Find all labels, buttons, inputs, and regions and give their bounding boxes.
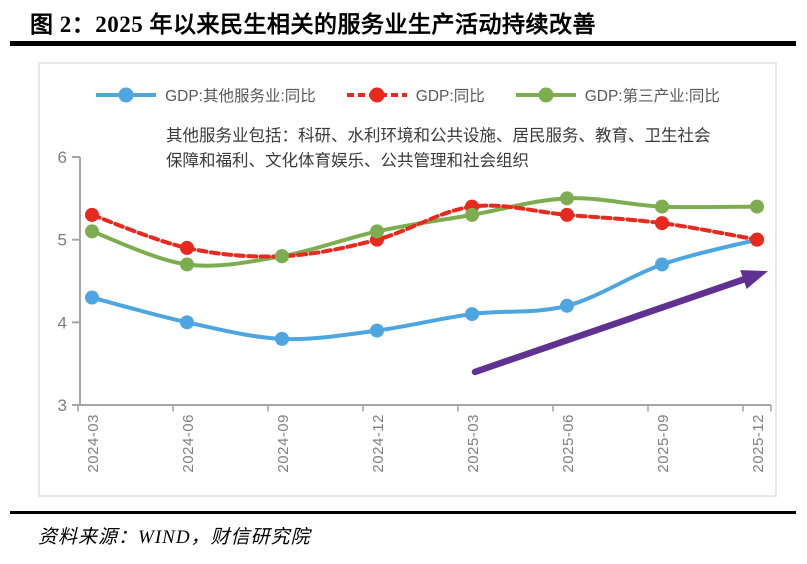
trend-arrow-shaft xyxy=(471,274,751,376)
series-marker-1 xyxy=(750,232,764,247)
legend-label-1: GDP:同比 xyxy=(415,88,485,105)
series-marker-1 xyxy=(655,216,669,231)
x-tick-label: 2025-03 xyxy=(465,414,482,473)
series-marker-2 xyxy=(275,249,289,264)
legend-item-1: GDP:同比 xyxy=(346,84,485,106)
series-marker-0 xyxy=(85,290,99,305)
y-tick-label: 4 xyxy=(58,313,67,332)
series-marker-2 xyxy=(180,257,194,272)
y-tick-label: 3 xyxy=(58,396,67,415)
x-tick-label: 2024-03 xyxy=(85,414,102,473)
legend-marker-icon-1 xyxy=(346,87,407,103)
series-marker-2 xyxy=(465,207,479,222)
y-tick-label: 5 xyxy=(58,231,67,250)
x-tick-label: 2024-09 xyxy=(275,414,292,473)
x-tick-label: 2025-06 xyxy=(560,414,577,473)
legend-item-0: GDP:其他服务业:同比 xyxy=(95,84,316,106)
footer-divider xyxy=(10,511,796,514)
series-marker-1 xyxy=(560,207,574,222)
series-marker-0 xyxy=(655,257,669,272)
x-tick-label: 2024-12 xyxy=(370,414,387,473)
series-marker-2 xyxy=(655,199,669,214)
source-text: 资料来源：WIND，财信研究院 xyxy=(38,527,311,548)
series-marker-1 xyxy=(180,240,194,255)
x-tick-label: 2025-12 xyxy=(750,414,767,473)
legend: GDP:其他服务业:同比 GDP:同比 GDP:第三产业:同比 xyxy=(40,84,775,106)
legend-marker-icon-2 xyxy=(515,87,576,103)
series-marker-2 xyxy=(560,191,574,206)
y-tick-label: 6 xyxy=(58,148,67,167)
series-marker-2 xyxy=(85,224,99,239)
x-tick-label: 2024-06 xyxy=(180,414,197,473)
series-line-0 xyxy=(90,237,759,342)
series-marker-0 xyxy=(180,315,194,330)
figure-title: 图 2：2025 年以来民生相关的服务业生产活动持续改善 xyxy=(30,12,596,37)
series-marker-0 xyxy=(370,323,384,338)
series-marker-2 xyxy=(750,199,764,214)
chart-card: GDP:其他服务业:同比 GDP:同比 GDP:第三产业:同比 其他服务业包括：科研… xyxy=(38,62,777,497)
series-marker-1 xyxy=(85,207,99,222)
legend-label-2: GDP:第三产业:同比 xyxy=(584,88,720,105)
series-marker-2 xyxy=(370,224,384,239)
legend-item-2: GDP:第三产业:同比 xyxy=(515,84,720,106)
series-marker-0 xyxy=(275,331,289,346)
legend-label-0: GDP:其他服务业:同比 xyxy=(165,88,316,105)
series-marker-0 xyxy=(465,307,479,322)
trend-arrow-head xyxy=(740,270,768,289)
x-tick-label: 2025-09 xyxy=(655,414,672,473)
title-divider xyxy=(10,41,796,46)
chart-annotation: 其他服务业包括：科研、水利环境和公共设施、居民服务、教育、卫生社会保障和福利、文… xyxy=(166,126,711,170)
series-marker-0 xyxy=(560,298,574,313)
plot-svg: 3 4 5 6 2024-03 2024-06 2024-09 2024-12 2025-03 2… xyxy=(58,148,772,473)
legend-marker-icon-0 xyxy=(96,87,157,103)
